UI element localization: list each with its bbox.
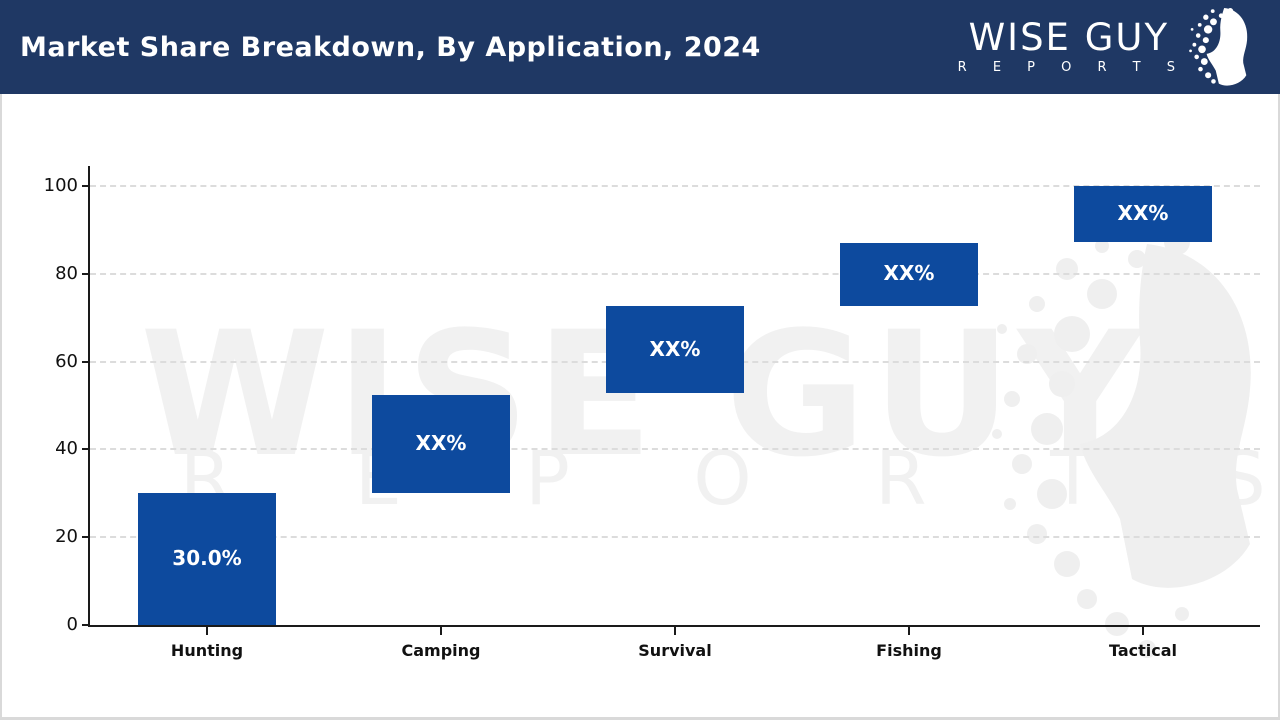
y-axis <box>88 166 90 627</box>
logo-text: WISE GUY R E P O R T S <box>952 19 1186 75</box>
y-tick-label: 40 <box>55 438 78 460</box>
chart-canvas: WISE GUY R E P O R T S 0 20 40 60 80 100 30.0%… <box>0 94 1280 720</box>
y-tick-100 <box>82 185 90 187</box>
chart-title: Market Share Breakdown, By Application, … <box>20 31 761 63</box>
category-label-hunting: Hunting <box>170 641 244 660</box>
y-tick-label: 0 <box>66 614 78 635</box>
x-tick-hunting <box>206 627 208 635</box>
gridline-80 <box>90 272 1260 275</box>
y-tick-60 <box>82 360 90 363</box>
bar-value-label: XX% <box>883 261 935 286</box>
y-tick-label: 100 <box>43 175 78 196</box>
y-tick-label: 20 <box>55 526 78 548</box>
x-tick-survival <box>674 627 676 635</box>
bar-camping <box>372 394 510 494</box>
logo-head-icon <box>1189 8 1248 86</box>
y-tick-80 <box>82 272 90 275</box>
gridline-20 <box>90 536 1260 539</box>
header-bar: Market Share Breakdown, By Application, … <box>0 0 1280 94</box>
x-tick-camping <box>440 627 442 635</box>
y-tick-40 <box>82 448 90 451</box>
category-label-survival: Survival <box>638 641 712 660</box>
wise-guy-logo: WISE GUY R E P O R T S <box>952 5 1254 89</box>
y-tick-label: 80 <box>55 262 78 284</box>
category-label-camping: Camping <box>401 641 481 660</box>
bar-fishing <box>840 243 978 306</box>
bar-survival <box>606 305 744 394</box>
bar-tactical <box>1074 186 1212 243</box>
x-axis <box>88 625 1260 627</box>
gridline-100 <box>90 185 1260 187</box>
logo-subtitle: R E P O R T S <box>957 60 1186 75</box>
x-tick-fishing <box>908 627 910 635</box>
bar-value-label: 30.0% <box>172 546 242 571</box>
bar-hunting <box>138 493 276 625</box>
y-tick-label: 60 <box>55 350 78 372</box>
bar-value-label: XX% <box>1117 201 1169 226</box>
gridline-40 <box>90 448 1260 451</box>
x-tick-tactical <box>1142 627 1144 635</box>
y-tick-0 <box>82 624 90 626</box>
y-tick-20 <box>82 536 90 539</box>
bar-value-label: XX% <box>415 430 467 455</box>
logo-wordmark: WISE GUY <box>968 16 1170 59</box>
category-label-fishing: Fishing <box>876 641 942 660</box>
watermark-head-icon <box>992 229 1251 658</box>
category-label-tactical: Tactical <box>1108 641 1178 660</box>
bar-value-label: XX% <box>649 336 701 361</box>
